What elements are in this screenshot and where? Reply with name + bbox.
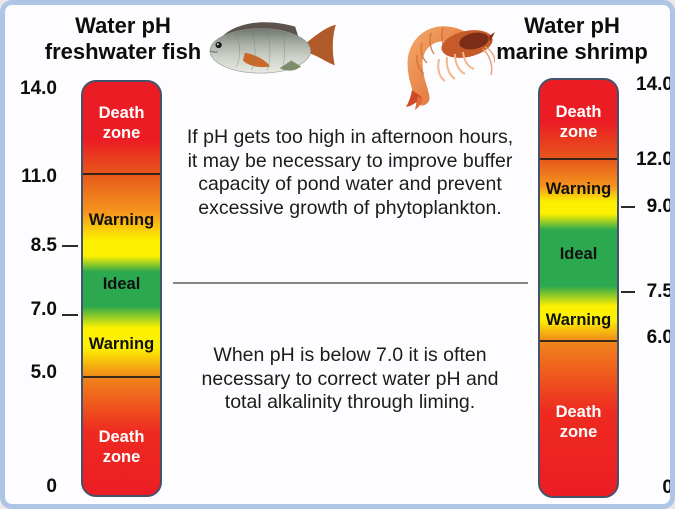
low-ph-note-line1: When pH is below 7.0 it is often (213, 344, 487, 366)
shrimp-death-zone-top-label: Death zone (555, 103, 602, 141)
low-ph-note-line3: total alkalinity through liming. (224, 391, 476, 413)
freshwater-death-zone-top-label: Death zone (98, 104, 145, 142)
high-ph-note-line1: If pH gets too high in afternoon hours, (186, 126, 514, 148)
high-ph-note: If pH gets too high in afternoon hours, … (168, 126, 532, 220)
notes-divider-line (173, 282, 528, 284)
high-ph-note-line2: it may be necessary to improve buffer (187, 149, 513, 172)
shrimp-tick-12: 12.0 (636, 149, 673, 170)
freshwater-title-line1: Water pH (75, 13, 171, 38)
freshwater-tick-7-dash (62, 314, 78, 316)
shrimp-tick-9: 9.0 (646, 196, 673, 217)
freshwater-tick-8-5: 8.5 (30, 235, 57, 256)
freshwater-title-line2: freshwater fish (44, 39, 202, 64)
freshwater-warning-bottom-label: Warning (88, 335, 155, 353)
shrimp-warning-bottom-label: Warning (545, 311, 612, 329)
freshwater-ph-bar: Death zone Warning Ideal Warning Death z… (81, 80, 162, 497)
marine-shrimp-icon (406, 26, 495, 110)
shrimp-ph6-line (540, 340, 617, 342)
marine-shrimp-image (379, 11, 495, 111)
shrimp-tick-9-dash (621, 206, 635, 208)
freshwater-ideal-label: Ideal (102, 275, 141, 293)
shrimp-tick-7-5: 7.5 (646, 281, 673, 302)
shrimp-ideal-label: Ideal (559, 245, 598, 263)
tilapia-fish-image (201, 15, 339, 77)
high-ph-note-line4: excessive growth of phytoplankton. (198, 196, 502, 219)
high-ph-note-line3: capacity of pond water and prevent (198, 173, 502, 195)
shrimp-ph12-line (540, 158, 617, 160)
shrimp-warning-top-label: Warning (545, 180, 612, 198)
freshwater-death-zone-bottom-label: Death zone (98, 428, 145, 466)
freshwater-warning-top-label: Warning (88, 211, 155, 229)
low-ph-note-line2: necessary to correct water pH and (201, 367, 499, 390)
shrimp-tick-14: 14.0 (636, 74, 673, 95)
freshwater-tick-5: 5.0 (30, 362, 57, 383)
shrimp-tick-7-5-dash (621, 291, 635, 293)
shrimp-ph-bar: Death zone Warning Ideal Warning Death z… (538, 78, 619, 498)
freshwater-scale-title: Water pH freshwater fish (23, 13, 223, 65)
freshwater-tick-0: 0 (46, 476, 57, 497)
shrimp-title-line1: Water pH (524, 13, 620, 38)
shrimp-scale-title: Water pH marine shrimp (467, 13, 670, 65)
shrimp-death-zone-bottom-label: Death zone (555, 403, 602, 441)
freshwater-tick-7: 7.0 (30, 299, 57, 320)
freshwater-ph11-line (83, 173, 160, 175)
shrimp-tick-6: 6.0 (646, 327, 673, 348)
freshwater-tick-8-5-dash (62, 245, 78, 247)
freshwater-tick-11: 11.0 (21, 166, 57, 187)
freshwater-tick-14: 14.0 (20, 78, 57, 99)
tilapia-fish-icon (209, 22, 336, 74)
shrimp-title-line2: marine shrimp (496, 39, 648, 64)
freshwater-ph5-line (83, 376, 160, 378)
shrimp-tick-0: 0 (662, 477, 673, 498)
low-ph-note: When pH is below 7.0 it is often necessa… (168, 344, 532, 415)
